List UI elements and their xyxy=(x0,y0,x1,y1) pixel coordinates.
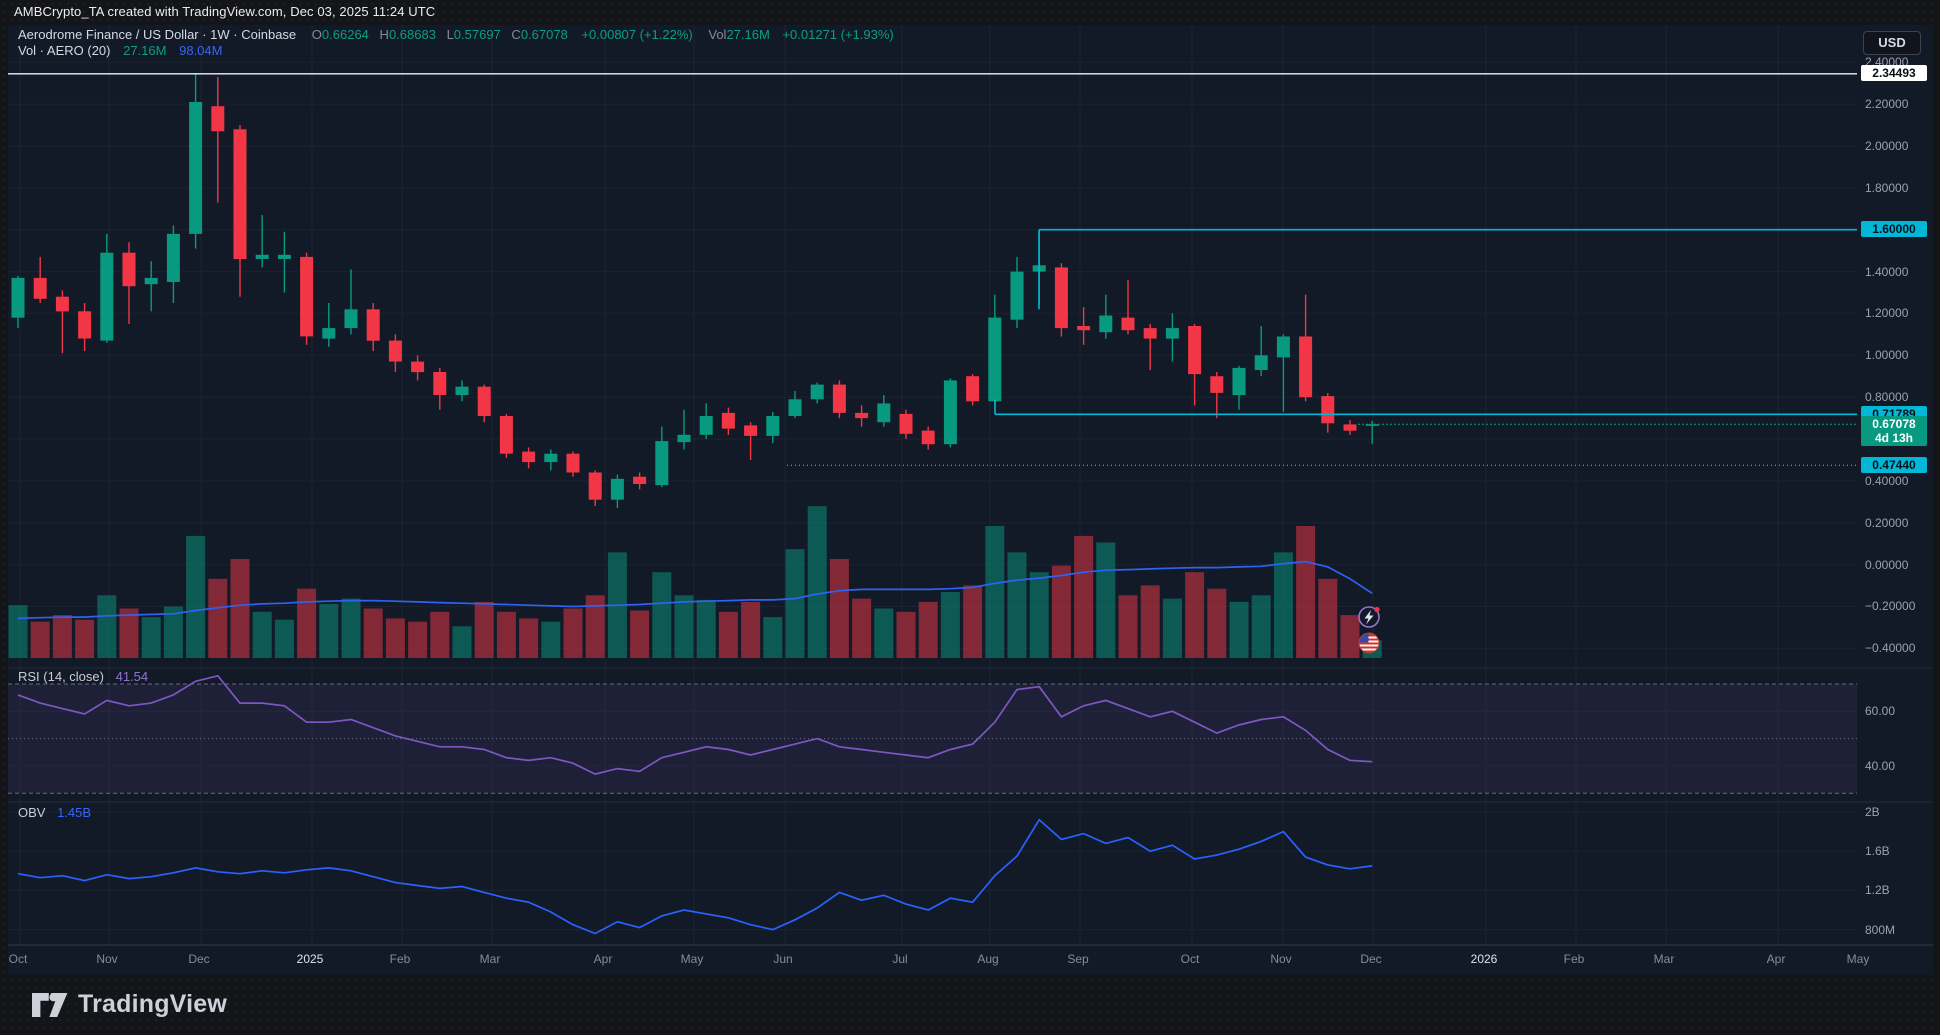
time-axis-label: Dec xyxy=(188,952,210,966)
time-axis-label: Nov xyxy=(1270,952,1292,966)
obv-line xyxy=(17,818,1373,935)
price-level-badge[interactable]: 2.34493 xyxy=(1861,65,1927,81)
price-tick-label: −0.40000 xyxy=(1865,641,1916,655)
currency-toggle-button[interactable]: USD xyxy=(1863,31,1921,55)
us-flag-indicator-icon[interactable] xyxy=(1359,633,1379,653)
obv-legend-row[interactable]: OBV 1.45B xyxy=(18,805,91,820)
rsi-line xyxy=(17,674,1373,775)
time-axis-label: Feb xyxy=(1563,952,1585,966)
tradingview-brand-text: TradingView xyxy=(78,990,228,1018)
price-level-lines[interactable] xyxy=(8,73,1857,466)
tradingview-logo-icon xyxy=(32,992,68,1017)
symbol-legend-row[interactable]: Aerodrome Finance / US Dollar · 1W · Coi… xyxy=(18,27,894,42)
price-level-badge[interactable]: 1.60000 xyxy=(1861,221,1927,237)
price-tick-label: 0.00000 xyxy=(1865,558,1909,572)
time-axis-label: Apr xyxy=(593,952,613,966)
rsi-tick-label: 40.00 xyxy=(1865,759,1896,773)
time-axis-label: Nov xyxy=(96,952,118,966)
volume-current-value: 27.16M xyxy=(123,43,167,58)
volume-indicator-label: Vol · AERO (20) xyxy=(18,43,111,58)
candles xyxy=(11,73,1379,509)
grid-lines xyxy=(8,25,1857,945)
time-axis-label: May xyxy=(680,952,704,966)
obv-tick-label: 800M xyxy=(1865,923,1896,937)
chart-canvas[interactable] xyxy=(8,25,1933,975)
top-attribution-bar: AMBCrypto_TA created with TradingView.co… xyxy=(0,0,1940,25)
price-level-badge[interactable]: 0.47440 xyxy=(1861,457,1927,473)
attribution-text: AMBCrypto_TA created with TradingView.co… xyxy=(14,4,436,19)
price-tick-label: 1.00000 xyxy=(1865,348,1909,362)
footer-bar: TradingView xyxy=(0,975,1940,1035)
price-tick-label: 0.80000 xyxy=(1865,390,1909,404)
volume-label: Vol xyxy=(708,27,727,42)
volume-ma-line xyxy=(17,560,1373,620)
tradingview-link[interactable]: TradingView xyxy=(32,990,227,1019)
price-tick-label: 0.40000 xyxy=(1865,474,1909,488)
close-value: 0.67078 xyxy=(520,27,568,42)
price-tick-label: 2.20000 xyxy=(1865,97,1909,111)
obv-value: 1.45B xyxy=(57,805,92,820)
time-axis[interactable]: Oct Nov Dec 2025 Feb Mar Apr May Jun Jul Aug Sep Oct… xyxy=(8,945,1933,975)
rsi-label: RSI (14, close) xyxy=(18,669,104,684)
low-value: 0.57697 xyxy=(453,27,501,42)
high-value: 0.68683 xyxy=(388,27,436,42)
volume-value: 27.16M xyxy=(726,27,770,42)
time-axis-label: Oct xyxy=(1180,952,1200,966)
obv-label: OBV xyxy=(18,805,46,820)
lightning-indicator-icon[interactable] xyxy=(1358,606,1380,628)
price-tick-label: 1.40000 xyxy=(1865,265,1909,279)
time-axis-label: Dec xyxy=(1360,952,1382,966)
price-tick-label: −0.20000 xyxy=(1865,599,1916,613)
chart-frame: Aerodrome Finance / US Dollar · 1W · Coi… xyxy=(8,25,1933,975)
price-tick-label: 1.20000 xyxy=(1865,306,1909,320)
volume-change-value: +0.01271 (+1.93%) xyxy=(782,27,894,42)
change-value: +0.00807 (+1.22%) xyxy=(581,27,693,42)
time-axis-label: May xyxy=(1846,952,1870,966)
time-axis-label: Apr xyxy=(1766,952,1786,966)
time-axis-label: Sep xyxy=(1067,952,1089,966)
open-value: 0.66264 xyxy=(321,27,369,42)
obv-tick-label: 1.2B xyxy=(1865,883,1890,897)
time-axis-label: Mar xyxy=(1653,952,1675,966)
open-label: O xyxy=(311,27,322,42)
volume-bars xyxy=(8,506,1382,658)
symbol-title: Aerodrome Finance / US Dollar · 1W · Coi… xyxy=(18,27,297,42)
time-axis-label: Jun xyxy=(773,952,793,966)
time-axis-label: 2025 xyxy=(296,952,324,966)
time-axis-label: Oct xyxy=(8,952,28,966)
price-tick-label: 0.20000 xyxy=(1865,516,1909,530)
low-label: L xyxy=(446,27,454,42)
time-axis-label: Jul xyxy=(892,952,908,966)
price-level-badge[interactable]: 0.67078 4d 13h xyxy=(1861,416,1927,446)
price-axis[interactable]: 2.40000 2.20000 2.00000 1.80000 1.40000 1.200… xyxy=(1857,25,1933,945)
close-label: C xyxy=(511,27,521,42)
rsi-legend-row[interactable]: RSI (14, close) 41.54 xyxy=(18,669,148,684)
time-axis-label: Mar xyxy=(479,952,501,966)
rsi-value: 41.54 xyxy=(115,669,149,684)
us-flag-indicator-ring xyxy=(1358,632,1380,654)
time-axis-label: Aug xyxy=(977,952,999,966)
rsi-tick-label: 60.00 xyxy=(1865,704,1896,718)
time-axis-label: 2026 xyxy=(1470,952,1498,966)
time-axis-label: Feb xyxy=(389,952,411,966)
price-tick-label: 2.00000 xyxy=(1865,139,1909,153)
volume-ma-value: 98.04M xyxy=(179,43,223,58)
volume-indicator-legend-row[interactable]: Vol · AERO (20) 27.16M 98.04M xyxy=(18,43,222,58)
obv-tick-label: 2B xyxy=(1865,805,1880,819)
high-label: H xyxy=(379,27,389,42)
price-tick-label: 1.80000 xyxy=(1865,181,1909,195)
obv-tick-label: 1.6B xyxy=(1865,844,1890,858)
